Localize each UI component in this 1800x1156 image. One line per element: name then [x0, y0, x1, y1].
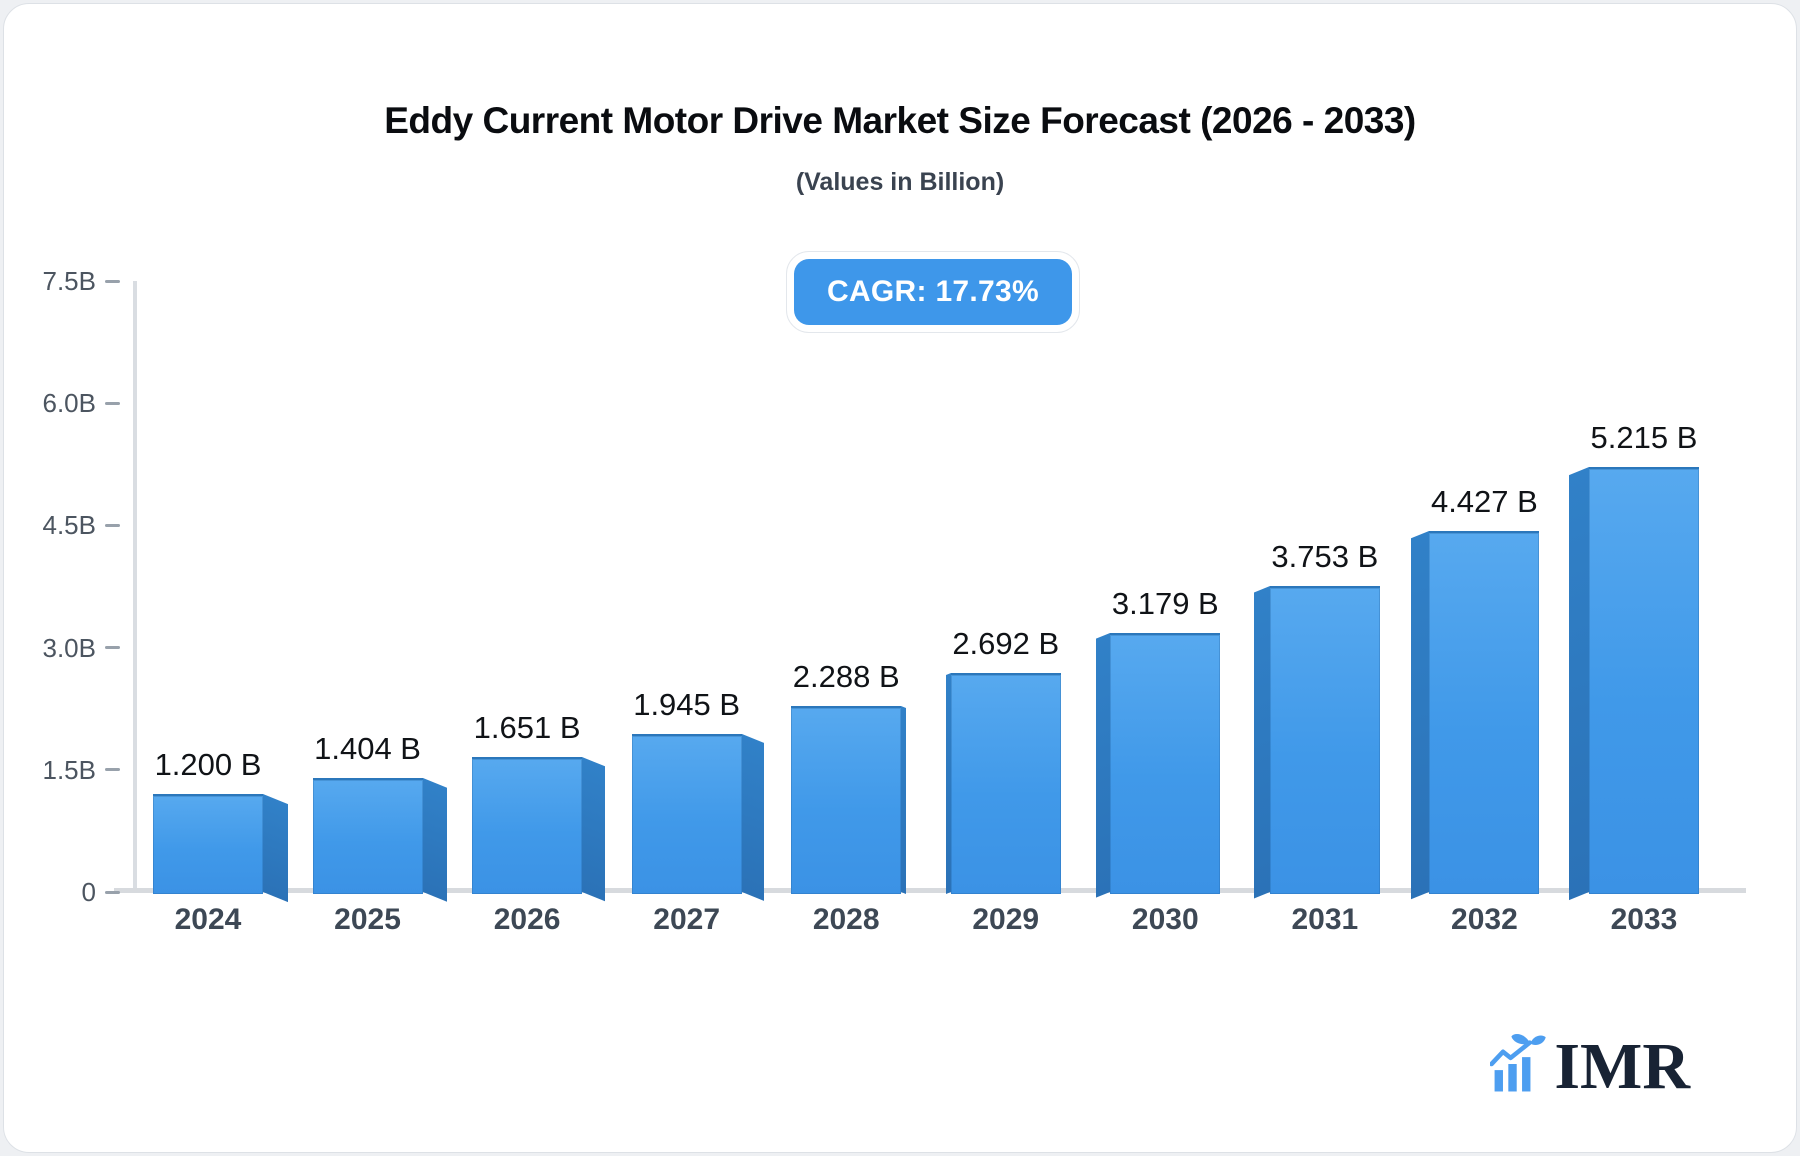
x-axis-baseline — [114, 888, 1746, 893]
x-tick-label-2031: 2031 — [1291, 903, 1359, 936]
bar-value-label: 1.651 B — [473, 710, 581, 746]
y-tick-dash — [105, 646, 120, 650]
x-tick-label-2026: 2026 — [493, 903, 561, 936]
x-tick-label-2033: 2033 — [1610, 903, 1678, 936]
bar-value-label: 1.945 B — [633, 686, 741, 722]
y-tick-label: 6.0B — [42, 388, 97, 419]
bar-side-face — [1411, 531, 1430, 900]
bar-2033 — [1588, 467, 1699, 894]
x-tick-label-2032: 2032 — [1451, 903, 1518, 936]
bar-side-face — [1568, 467, 1589, 901]
x-tick-label-2027: 2027 — [653, 903, 721, 936]
y-tick-dash — [105, 890, 120, 894]
cagr-badge-label: CAGR: 17.73% — [826, 275, 1039, 308]
bar-side-face — [1096, 633, 1111, 898]
x-tick-label-2029: 2029 — [972, 903, 1040, 936]
imr-logo: IMR — [1489, 1029, 1690, 1103]
y-tick-label: 3.0B — [42, 632, 97, 663]
y-tick-label: 4.5B — [42, 510, 97, 541]
bar-value-label: 5.215 B — [1590, 420, 1698, 456]
bar-value-label: 3.179 B — [1111, 586, 1219, 622]
bar-2031 — [1269, 586, 1380, 894]
bar-2027 — [631, 733, 742, 894]
x-tick-label-2030: 2030 — [1131, 903, 1199, 936]
bar-2026 — [472, 757, 583, 894]
y-axis-line — [133, 281, 137, 892]
y-tick-dash — [105, 279, 120, 283]
y-tick-dash — [105, 523, 120, 527]
bar-value-label: 1.404 B — [314, 730, 421, 766]
bar-side-face — [741, 733, 764, 901]
bar-value-label: 3.753 B — [1271, 539, 1379, 575]
bar-2024 — [153, 794, 263, 894]
bar-side-face — [263, 794, 288, 903]
bar-side-face — [901, 705, 907, 895]
y-tick-label: 0 — [81, 877, 96, 907]
y-tick-dash — [105, 401, 120, 405]
plot-area: 0 1.5B 3.0B 4.5B 6.0B 7.5B 1.200 B 2024 1.404 B 2… — [4, 4, 1796, 1152]
y-tick-dash — [105, 768, 120, 772]
page-card: Eddy Current Motor Drive Market Size For… — [3, 3, 1797, 1153]
bar-2029 — [950, 672, 1061, 894]
bar-side-face — [582, 757, 606, 902]
logo-text: IMR — [1554, 1029, 1690, 1103]
bar-2028 — [791, 705, 902, 894]
bar-2032 — [1429, 531, 1540, 894]
bar-value-label: 2.288 B — [792, 658, 900, 694]
x-tick-label-2024: 2024 — [174, 903, 242, 936]
logo-bar-chart-leaves-icon — [1489, 1033, 1548, 1100]
bar-value-label: 2.692 B — [952, 625, 1060, 661]
chart-title: Eddy Current Motor Drive Market Size For… — [384, 100, 1416, 141]
chart-subtitle: (Values in Billion) — [795, 168, 1005, 196]
bar-side-face — [422, 777, 447, 902]
x-tick-label-2025: 2025 — [334, 903, 401, 936]
y-tick-label: 7.5B — [42, 266, 97, 296]
cagr-badge: CAGR: 17.73% — [786, 251, 1080, 333]
bar-value-label: 1.200 B — [154, 747, 262, 783]
bar-side-face — [1253, 586, 1270, 899]
bar-value-label: 4.427 B — [1430, 484, 1538, 520]
y-tick-label: 1.5B — [42, 754, 97, 785]
bar-2025 — [312, 777, 423, 894]
bar-2030 — [1110, 633, 1221, 894]
x-tick-label-2028: 2028 — [812, 903, 880, 936]
